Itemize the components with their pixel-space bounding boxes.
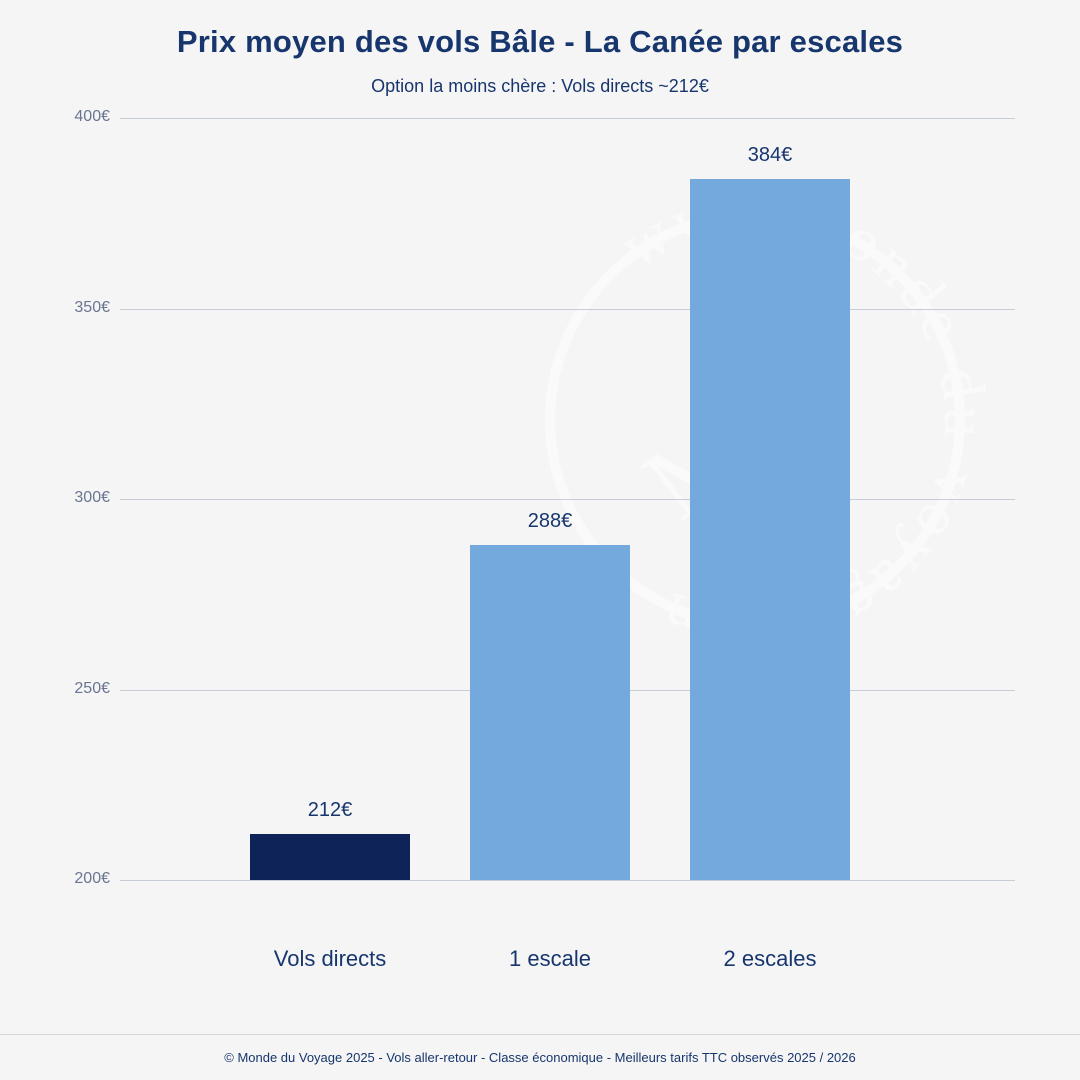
bar-value-label: 288€ (527, 509, 573, 532)
x-axis-category-label: Vols directs (273, 946, 387, 971)
chart-title: Prix moyen des vols Bâle - La Canée par … (176, 24, 904, 59)
bar-value-label: 384€ (747, 143, 793, 166)
y-axis-tick-label: 200€ (74, 870, 110, 887)
chart-subtitle: Option la moins chère : Vols directs ~21… (371, 76, 709, 96)
y-axis-tick-label: 400€ (74, 108, 110, 125)
gridline (120, 308, 1015, 310)
x-axis-category-label: 2 escales (723, 946, 817, 971)
bar-vols-directs (250, 834, 410, 880)
plot-area: 212€ 288€ 384€ (120, 118, 1015, 881)
y-axis-tick-label: 250€ (74, 679, 110, 697)
bar-1-escale (470, 544, 630, 880)
y-axis-tick-label: 350€ (74, 298, 110, 316)
bar-2-escales (690, 178, 850, 880)
bar-value-label: 212€ (307, 799, 353, 822)
footer-text: © Monde du Voyage 2025 - Vols aller-reto… (224, 1050, 856, 1065)
gridline (120, 118, 1015, 119)
gridline (120, 880, 1015, 881)
y-axis-tick-label: 300€ (74, 489, 110, 506)
chart-footer: © Monde du Voyage 2025 - Vols aller-reto… (0, 1034, 1080, 1080)
x-axis-category-label: 1 escale (509, 946, 591, 971)
gridline (120, 499, 1015, 500)
